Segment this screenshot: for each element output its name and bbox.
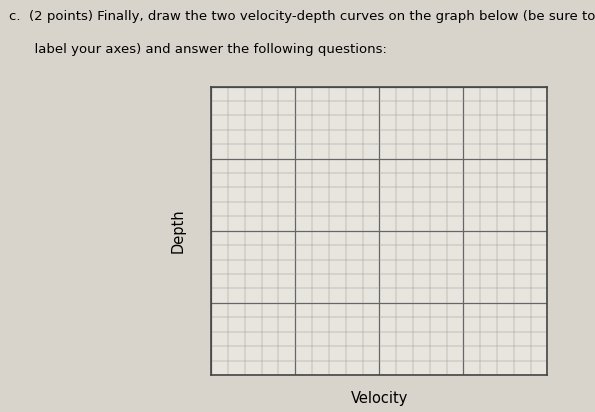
Text: label your axes) and answer the following questions:: label your axes) and answer the followin… xyxy=(9,43,387,56)
Text: Velocity: Velocity xyxy=(350,391,408,406)
Text: Depth: Depth xyxy=(171,208,186,253)
Text: c.  (2 points) Finally, draw the two velocity-depth curves on the graph below (b: c. (2 points) Finally, draw the two velo… xyxy=(9,10,595,23)
